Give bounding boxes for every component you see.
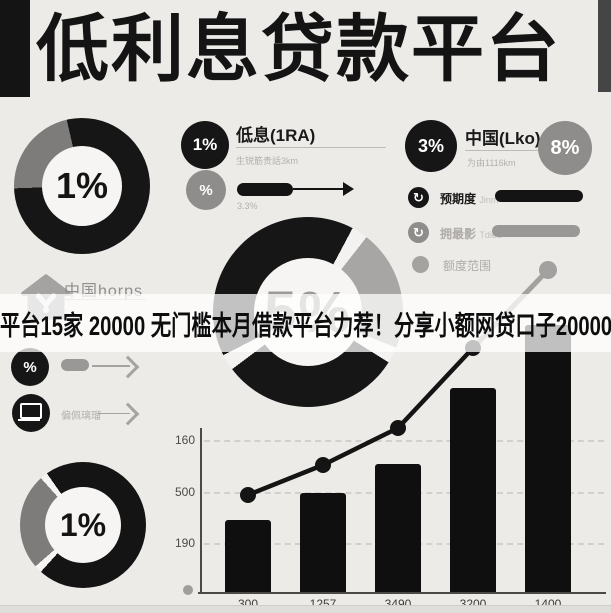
bottom-strip bbox=[0, 605, 611, 613]
badge-value: % bbox=[23, 358, 37, 376]
row-bar-1 bbox=[495, 190, 583, 202]
bullet-dot-icon bbox=[412, 256, 429, 273]
right-edge-strip bbox=[598, 0, 611, 92]
divider bbox=[465, 150, 557, 151]
left-edge-strip bbox=[0, 0, 30, 97]
divider bbox=[236, 147, 386, 148]
row-label-text: 预期度 bbox=[440, 192, 477, 206]
donut-value: 1% bbox=[59, 506, 107, 543]
badge-value: 8% bbox=[550, 136, 580, 159]
bar-1400 bbox=[525, 325, 571, 592]
donut-chart-bottom-left: 1% bbox=[20, 462, 146, 588]
y-axis-label: 160 bbox=[174, 433, 195, 447]
stat-subtitle-right: 为由1116km bbox=[467, 158, 516, 168]
bar-3200 bbox=[450, 388, 496, 592]
trend-segment bbox=[322, 425, 399, 468]
percent-badge-black: 1% bbox=[181, 121, 229, 169]
trend-point bbox=[240, 487, 256, 503]
row-label-suffix: Tdied bbox=[479, 230, 502, 240]
badge-value: % bbox=[199, 181, 213, 199]
stat-title-mid: 低息(1RA) bbox=[236, 126, 316, 145]
arrow-line bbox=[293, 188, 343, 190]
arrow-line-grey bbox=[92, 365, 130, 367]
percent-badge-grey-right: 8% bbox=[538, 121, 592, 175]
stat-title-right: 中国(Lko) bbox=[465, 129, 541, 148]
row-bar-2 bbox=[492, 225, 580, 237]
row-label-2: 拥最影 Tdied bbox=[440, 225, 502, 242]
monitor-badge bbox=[12, 394, 50, 432]
clock-icon-grey: ↻ bbox=[408, 222, 429, 243]
gridline bbox=[204, 440, 604, 442]
trend-point bbox=[315, 457, 331, 473]
monitor-icon bbox=[18, 403, 42, 421]
page-title: 低利息贷款平台 bbox=[36, 9, 561, 90]
row-label-1: 预期度 Jinm bbox=[440, 190, 498, 207]
percent-badge-bottom: % bbox=[11, 348, 49, 386]
percent-badge-grey: % bbox=[186, 170, 226, 210]
y-axis bbox=[200, 428, 202, 592]
clock-icon: ↻ bbox=[408, 187, 429, 208]
stat-subtitle-mid: 生锐筋贵話3km bbox=[236, 156, 299, 166]
bar-300 bbox=[225, 520, 271, 592]
badge-value: 3% bbox=[417, 135, 444, 156]
donut-value: 1% bbox=[55, 165, 109, 206]
chevron-right-icon bbox=[116, 355, 140, 379]
trend-point bbox=[390, 420, 406, 436]
row-label-text: 拥最影 bbox=[440, 227, 477, 241]
y-axis-label: 190 bbox=[174, 536, 195, 550]
x-axis bbox=[198, 592, 606, 594]
clock-glyph: ↻ bbox=[413, 189, 424, 205]
headline-text: 平台15家 20000 无门槛本月借款平台力荐！分享小额网贷口子20000 bbox=[0, 310, 611, 341]
arrow-head-icon bbox=[343, 182, 354, 196]
row-label-3: 额度范围 bbox=[443, 257, 491, 274]
percent-badge-black-right: 3% bbox=[405, 120, 457, 172]
headline-banner: 平台15家 20000 无门槛本月借款平台力荐！分享小额网贷口子20000 bbox=[0, 294, 611, 352]
clock-glyph: ↻ bbox=[413, 224, 424, 240]
donut-chart-top-left: 1% bbox=[14, 118, 150, 254]
trend-segment bbox=[247, 462, 324, 498]
bar-note: 3.3% bbox=[237, 201, 258, 211]
badge-value: 1% bbox=[192, 135, 218, 154]
origin-dot-icon bbox=[183, 585, 193, 595]
progress-pill bbox=[237, 183, 293, 196]
mini-pill bbox=[61, 359, 89, 371]
bar-1257 bbox=[300, 493, 346, 592]
bar-3490 bbox=[375, 464, 421, 592]
row-label-suffix: Jinm bbox=[479, 195, 499, 205]
y-axis-label: 500 bbox=[174, 485, 195, 499]
trend-point bbox=[539, 261, 557, 279]
arrow-line-grey bbox=[98, 413, 130, 414]
chevron-right-icon bbox=[116, 402, 140, 426]
bottom-row-label: 偏佩璃瑠 bbox=[61, 411, 101, 422]
row-label-text: 额度范围 bbox=[443, 259, 492, 273]
